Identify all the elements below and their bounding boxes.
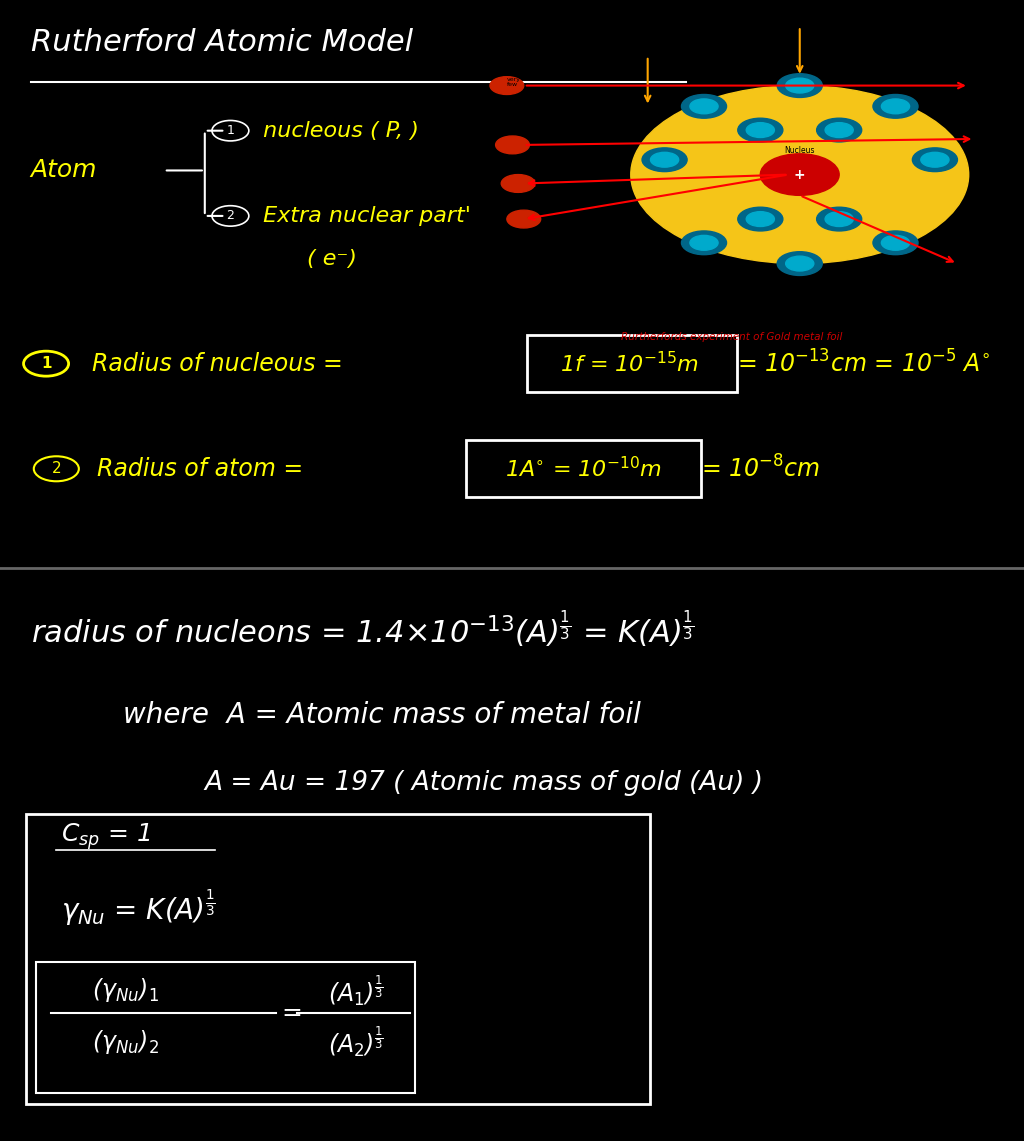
Text: ($\gamma_{Nu}$)$_1$: ($\gamma_{Nu}$)$_1$ [92,977,160,1004]
Circle shape [631,86,969,264]
Text: Radius of nucleous =: Radius of nucleous = [92,351,350,375]
Text: ($\gamma_{Nu}$)$_2$: ($\gamma_{Nu}$)$_2$ [92,1028,160,1055]
FancyBboxPatch shape [26,815,650,1104]
Text: Extra nuclear part': Extra nuclear part' [256,205,471,226]
Text: Few: Few [985,126,1002,135]
Text: ( e⁻): ( e⁻) [307,249,357,268]
Circle shape [785,256,814,272]
FancyBboxPatch shape [527,335,737,393]
Text: = 10$^{-8}$cm: = 10$^{-8}$cm [701,455,820,483]
Circle shape [746,123,774,138]
Text: Radius of atom =: Radius of atom = [97,456,311,480]
Circle shape [507,210,541,228]
Circle shape [825,123,853,138]
Circle shape [737,208,783,230]
Circle shape [502,175,535,193]
Text: Atom: Atom [31,159,97,183]
Text: Majority of alpha-rays: Majority of alpha-rays [919,26,1002,35]
Text: 1: 1 [41,356,51,371]
Text: nucleous ( P, ): nucleous ( P, ) [256,121,419,140]
Text: Atom of metal foil: Atom of metal foil [759,15,841,23]
Text: 1: 1 [226,124,234,137]
Text: Beam of Alpha: Beam of Alpha [558,15,625,23]
Circle shape [872,95,919,119]
Circle shape [746,212,774,227]
Circle shape [642,148,687,171]
FancyBboxPatch shape [466,440,701,497]
Circle shape [817,208,862,230]
Text: +: + [794,168,806,181]
Text: C$_{sp}$ = 1: C$_{sp}$ = 1 [61,822,151,852]
Text: 2: 2 [51,461,61,476]
Text: 2: 2 [226,210,234,222]
Text: (A$_1$)$^{\frac{1}{3}}$: (A$_1$)$^{\frac{1}{3}}$ [328,973,383,1008]
Circle shape [737,119,783,141]
Text: A = Au = 197 ( Atomic mass of gold (Au) ): A = Au = 197 ( Atomic mass of gold (Au) … [205,770,764,796]
Text: An Atom
of Gold: An Atom of Gold [985,245,1018,265]
Circle shape [817,119,862,141]
Circle shape [921,152,949,168]
Circle shape [825,212,853,227]
Text: $\gamma_{Nu}$ = K(A)$^{\frac{1}{3}}$: $\gamma_{Nu}$ = K(A)$^{\frac{1}{3}}$ [61,888,216,928]
Text: (A$_2$)$^{\frac{1}{3}}$: (A$_2$)$^{\frac{1}{3}}$ [328,1025,383,1059]
Text: Alpha
Particles: Alpha Particles [451,108,480,122]
Circle shape [682,95,727,119]
Circle shape [650,152,679,168]
Circle shape [777,74,822,97]
Circle shape [882,99,909,114]
Circle shape [489,76,523,95]
Circle shape [777,252,822,275]
Text: Nucleus: Nucleus [784,146,815,155]
Text: = 10$^{-13}$cm = 10$^{-5}$ A$^{\circ}$: = 10$^{-13}$cm = 10$^{-5}$ A$^{\circ}$ [737,350,990,378]
Text: 1A$^{\circ}$ = 10$^{-10}$m: 1A$^{\circ}$ = 10$^{-10}$m [505,456,663,482]
Circle shape [882,235,909,250]
Text: where  A = Atomic mass of metal foil: where A = Atomic mass of metal foil [123,701,641,729]
Circle shape [690,235,718,250]
Text: Rutherford Atomic Model: Rutherford Atomic Model [31,29,413,57]
Circle shape [912,148,957,171]
Text: 1f = 10$^{-15}$m: 1f = 10$^{-15}$m [560,351,699,377]
FancyBboxPatch shape [36,962,415,1093]
Circle shape [872,230,919,254]
Circle shape [785,78,814,94]
Circle shape [690,99,718,114]
Text: Rurtherfords experiment of Gold metal foil: Rurtherfords experiment of Gold metal fo… [622,332,843,342]
Circle shape [760,154,840,195]
Text: 1
very
few: 1 very few [507,71,521,88]
Circle shape [682,230,727,254]
Text: radius of nucleons = 1.4$\times$10$^{-13}$(A)$^{\frac{1}{3}}$ = K(A)$^{\frac{1}{: radius of nucleons = 1.4$\times$10$^{-13… [31,608,694,650]
Circle shape [496,136,529,154]
Text: =: = [282,1001,302,1025]
